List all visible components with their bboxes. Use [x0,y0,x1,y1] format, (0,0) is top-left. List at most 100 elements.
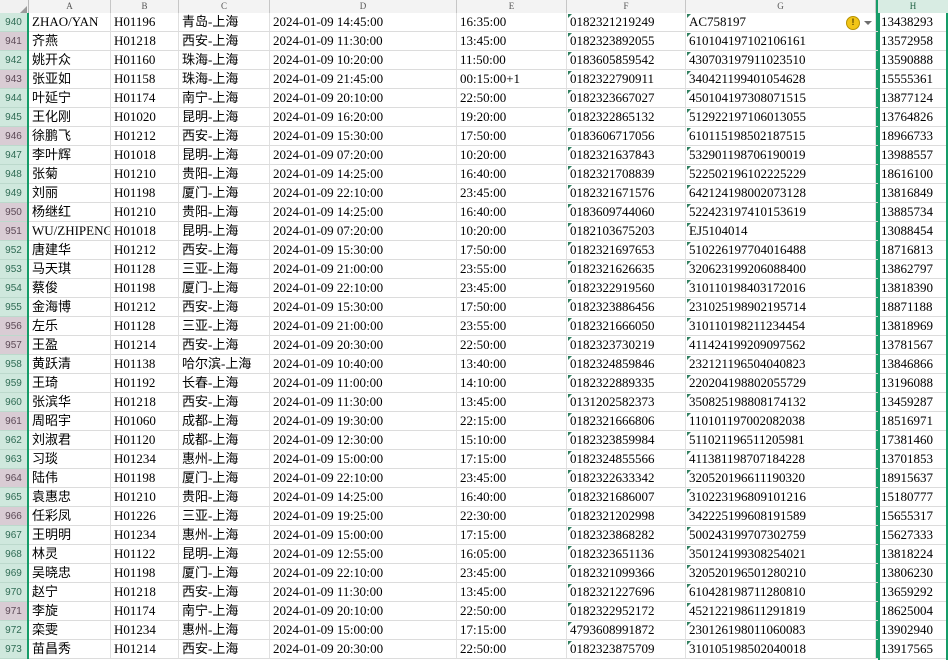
row-header[interactable]: 963 [0,450,27,469]
cell-route[interactable]: 西安-上海 [179,127,270,145]
cell-departure-datetime[interactable]: 2024-01-09 12:30:00 [270,431,457,449]
table-row[interactable]: 徐鹏飞 H01212 西安-上海 2024-01-09 15:30:00 17:50:0… [29,127,948,146]
cell-ticket-number[interactable]: 0182323868282 [567,526,686,544]
table-row[interactable]: 李叶辉 H01018 昆明-上海 2024-01-09 07:20:00 10:20:0… [29,146,948,165]
cell-route[interactable]: 珠海-上海 [179,51,270,69]
cell-passenger-name[interactable]: WU/ZHIPENG [29,222,111,240]
row-header-gutter[interactable]: 940 941 942 943 944 945 946 947 948 949 950 951 952 9… [0,13,29,659]
cell-phone-number[interactable]: 13196088 [876,374,948,392]
column-header-row[interactable]: A B C D E F G H [0,0,948,13]
cell-id-number[interactable]: 642124198002073128 [686,184,876,202]
cell-passenger-name[interactable]: 蔡俊 [29,279,111,297]
cell-id-number[interactable]: EJ5104014 [686,222,876,240]
cell-route[interactable]: 西安-上海 [179,241,270,259]
cell-flight-code[interactable]: H01210 [111,165,179,183]
cell-departure-datetime[interactable]: 2024-01-09 19:30:00 [270,412,457,430]
cell-route[interactable]: 长春-上海 [179,374,270,392]
row-header[interactable]: 948 [0,165,27,184]
cell-passenger-name[interactable]: 叶延宁 [29,89,111,107]
cell-phone-number[interactable]: 13885734 [876,203,948,221]
cell-ticket-number[interactable]: 0183609744060 [567,203,686,221]
cell-id-number[interactable]: AC758197 [686,13,876,31]
cell-passenger-name[interactable]: 李旋 [29,602,111,620]
cell-phone-number[interactable]: 13590888 [876,51,948,69]
cell-id-number[interactable]: 511021196511205981 [686,431,876,449]
cell-passenger-name[interactable]: 王化刚 [29,108,111,126]
cell-ticket-number[interactable]: 0182321202998 [567,507,686,525]
cell-ticket-number[interactable]: 0182323730219 [567,336,686,354]
cell-flight-code[interactable]: H01192 [111,374,179,392]
cell-flight-code[interactable]: H01174 [111,89,179,107]
cell-id-number[interactable]: 411424199209097562 [686,336,876,354]
cell-departure-datetime[interactable]: 2024-01-09 15:30:00 [270,298,457,316]
table-row[interactable]: 习琰 H01234 惠州-上海 2024-01-09 15:00:00 17:15:00… [29,450,948,469]
cell-arrival-time[interactable]: 22:30:00 [457,507,567,525]
column-header-H[interactable]: H [876,0,948,13]
cell-arrival-time[interactable]: 17:15:00 [457,450,567,468]
cell-ticket-number[interactable]: 0182321686007 [567,488,686,506]
cell-departure-datetime[interactable]: 2024-01-09 11:00:00 [270,374,457,392]
cell-passenger-name[interactable]: ZHAO/YAN [29,13,111,31]
cell-id-number[interactable]: 310110198211234454 [686,317,876,335]
cell-passenger-name[interactable]: 左乐 [29,317,111,335]
cell-id-number[interactable]: 220204198802055729 [686,374,876,392]
cell-id-number[interactable]: 512922197106013055 [686,108,876,126]
cell-flight-code[interactable]: H01198 [111,184,179,202]
cell-ticket-number[interactable]: 0182323886456 [567,298,686,316]
cell-passenger-name[interactable]: 栾雯 [29,621,111,639]
table-row[interactable]: 周昭宇 H01060 成都-上海 2024-01-09 19:30:00 22:15:0… [29,412,948,431]
cell-phone-number[interactable]: 13818224 [876,545,948,563]
cell-departure-datetime[interactable]: 2024-01-09 19:25:00 [270,507,457,525]
cell-route[interactable]: 西安-上海 [179,640,270,658]
cell-route[interactable]: 昆明-上海 [179,146,270,164]
cell-flight-code[interactable]: H01214 [111,336,179,354]
column-header-G[interactable]: G [686,0,876,13]
cell-route[interactable]: 惠州-上海 [179,526,270,544]
table-row[interactable]: 王明明 H01234 惠州-上海 2024-01-09 15:00:00 17:15:0… [29,526,948,545]
cell-id-number[interactable]: 510226197704016488 [686,241,876,259]
cell-arrival-time[interactable]: 16:40:00 [457,203,567,221]
column-header-F[interactable]: F [567,0,686,13]
table-row[interactable]: 栾雯 H01234 惠州-上海 2024-01-09 15:00:00 17:15:00… [29,621,948,640]
cell-departure-datetime[interactable]: 2024-01-09 11:30:00 [270,393,457,411]
cell-arrival-time[interactable]: 23:45:00 [457,564,567,582]
cell-ticket-number[interactable]: 0182322889335 [567,374,686,392]
cell-flight-code[interactable]: H01138 [111,355,179,373]
cell-arrival-time[interactable]: 13:45:00 [457,32,567,50]
cell-id-number[interactable]: 532901198706190019 [686,146,876,164]
cell-arrival-time[interactable]: 10:20:00 [457,146,567,164]
cell-phone-number[interactable]: 13816849 [876,184,948,202]
cell-passenger-name[interactable]: 习琰 [29,450,111,468]
column-header-A[interactable]: A [29,0,111,13]
cell-phone-number[interactable]: 18871188 [876,298,948,316]
cell-arrival-time[interactable]: 17:15:00 [457,526,567,544]
cell-id-number[interactable]: 610115198502187515 [686,127,876,145]
cell-route[interactable]: 厦门-上海 [179,564,270,582]
cell-phone-number[interactable]: 15655317 [876,507,948,525]
cell-flight-code[interactable]: H01198 [111,279,179,297]
cell-phone-number[interactable]: 13877124 [876,89,948,107]
cell-passenger-name[interactable]: 马天琪 [29,260,111,278]
cell-ticket-number[interactable]: 0182322919560 [567,279,686,297]
cell-id-number[interactable]: 500243199707302759 [686,526,876,544]
cell-id-number[interactable]: 320520196611190320 [686,469,876,487]
cell-departure-datetime[interactable]: 2024-01-09 15:30:00 [270,241,457,259]
cell-ticket-number[interactable]: 0182321697653 [567,241,686,259]
cell-route[interactable]: 厦门-上海 [179,184,270,202]
table-row[interactable]: 张亚如 H01158 珠海-上海 2024-01-09 21:45:00 00:15:0… [29,70,948,89]
cell-passenger-name[interactable]: 齐燕 [29,32,111,50]
cell-departure-datetime[interactable]: 2024-01-09 16:20:00 [270,108,457,126]
cell-passenger-name[interactable]: 刘淑君 [29,431,111,449]
cell-flight-code[interactable]: H01234 [111,526,179,544]
row-header[interactable]: 969 [0,564,27,583]
cell-id-number[interactable]: 231025198902195714 [686,298,876,316]
cell-route[interactable]: 三亚-上海 [179,260,270,278]
cell-id-number[interactable]: 310105198502040018 [686,640,876,658]
cell-route[interactable]: 南宁-上海 [179,602,270,620]
cell-arrival-time[interactable]: 17:15:00 [457,621,567,639]
cell-phone-number[interactable]: 18516971 [876,412,948,430]
table-row[interactable]: 苗昌秀 H01214 西安-上海 2024-01-09 20:30:00 22:50:0… [29,640,948,659]
cell-passenger-name[interactable]: 张菊 [29,165,111,183]
table-row[interactable]: 任彩凤 H01226 三亚-上海 2024-01-09 19:25:00 22:30:0… [29,507,948,526]
row-header[interactable]: 940 [0,13,27,32]
